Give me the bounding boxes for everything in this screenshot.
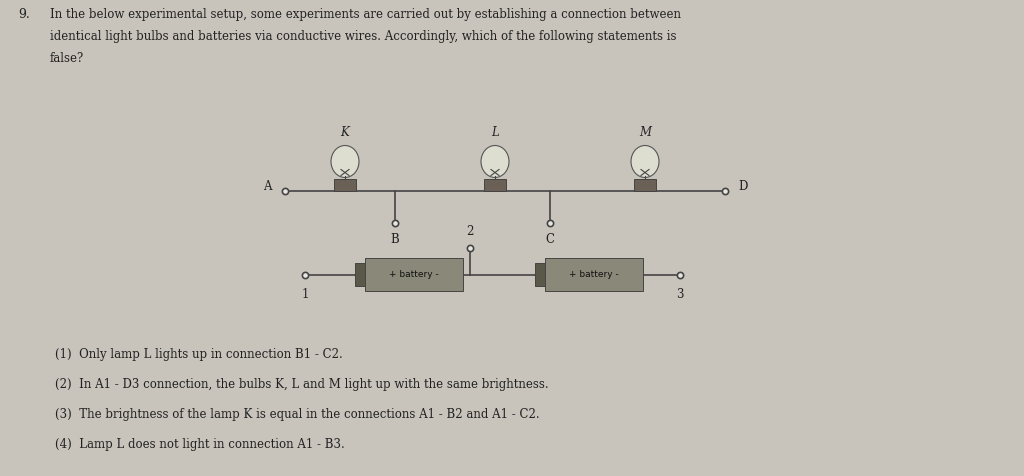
Ellipse shape [331,146,359,178]
FancyBboxPatch shape [355,263,365,286]
Text: M: M [639,127,651,139]
Text: 3: 3 [676,288,684,300]
Text: 9.: 9. [18,8,30,21]
Text: identical light bulbs and batteries via conductive wires. Accordingly, which of : identical light bulbs and batteries via … [50,30,677,43]
Text: (2)  In A1 - D3 connection, the bulbs K, L and M light up with the same brightne: (2) In A1 - D3 connection, the bulbs K, … [55,378,549,391]
Text: (4)  Lamp L does not light in connection A1 - B3.: (4) Lamp L does not light in connection … [55,438,345,451]
Text: (3)  The brightness of the lamp K is equal in the connections A1 - B2 and A1 - C: (3) The brightness of the lamp K is equa… [55,408,540,421]
Text: L: L [492,127,499,139]
Text: + battery -: + battery - [389,270,439,279]
FancyBboxPatch shape [545,258,643,291]
FancyBboxPatch shape [535,263,545,286]
Text: (1)  Only lamp L lights up in connection B1 - C2.: (1) Only lamp L lights up in connection … [55,348,343,361]
Text: 1: 1 [301,288,308,300]
Text: B: B [390,233,399,246]
Text: A: A [263,180,272,194]
Text: false?: false? [50,52,84,65]
Text: 2: 2 [466,225,474,238]
FancyBboxPatch shape [484,179,506,191]
Text: K: K [341,127,349,139]
Ellipse shape [481,146,509,178]
FancyBboxPatch shape [365,258,463,291]
FancyBboxPatch shape [634,179,656,191]
Ellipse shape [631,146,659,178]
FancyBboxPatch shape [334,179,356,191]
Text: In the below experimental setup, some experiments are carried out by establishin: In the below experimental setup, some ex… [50,8,681,21]
Text: + battery -: + battery - [569,270,618,279]
Text: C: C [546,233,555,246]
Text: D: D [738,180,748,194]
